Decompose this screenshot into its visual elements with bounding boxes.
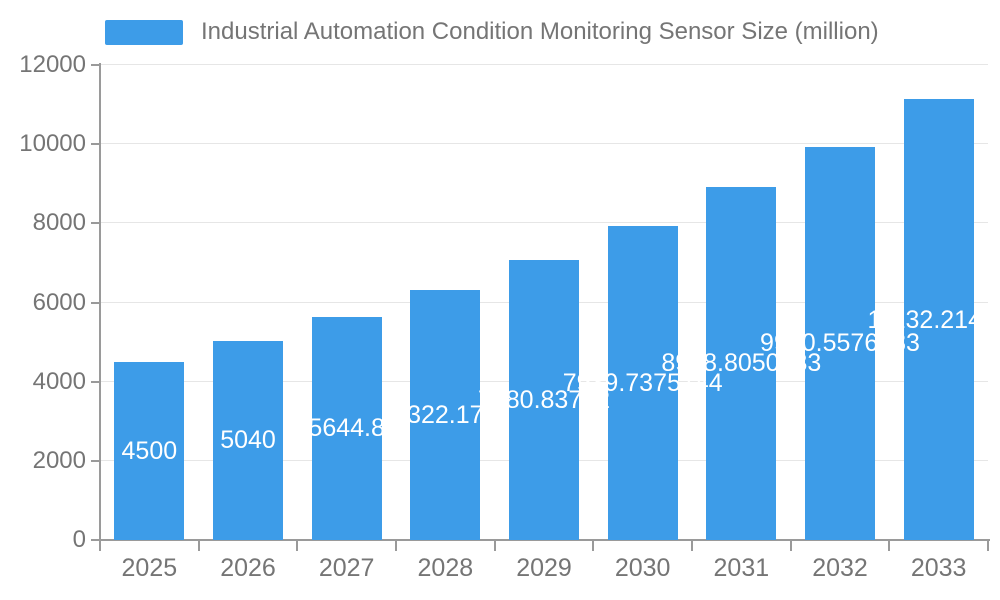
y-axis-tick [91,143,99,146]
grid-line [100,143,988,145]
bar-value-label: 5644.8 [308,414,385,443]
x-axis-tick-label: 2029 [516,554,572,582]
bar-2030[interactable] [607,225,678,540]
x-axis-tick [296,540,299,551]
y-axis-tick-label: 4000 [32,367,86,395]
bar-value-label: 7080.83712 [477,385,611,414]
y-axis-tick [91,380,99,383]
bar-2033[interactable] [903,99,974,540]
legend-item[interactable]: Industrial Automation Condition Monitori… [105,18,879,46]
x-axis-tick [493,540,496,551]
plot-area: 4500 5040 5644.8 6322.176 7080.83712 7939.737… [100,64,1000,540]
x-axis-tick [197,540,200,551]
x-axis-tick [888,540,891,551]
x-axis-tick-label: 2026 [220,554,276,582]
x-axis-tick [789,540,792,551]
y-axis-tick [91,459,99,462]
bar-value-label: 4500 [121,436,178,465]
x-axis-tick-label: 2031 [713,554,770,582]
legend-swatch [105,19,183,45]
y-axis-tick [91,64,99,66]
bar-2026[interactable] [213,340,283,540]
y-axis-tick-label: 10000 [19,130,86,158]
y-axis-tick-label: 2000 [32,446,86,474]
y-axis-line [99,63,101,540]
bar-2025[interactable] [114,361,185,540]
bar-value-label: 8918.8050833 [661,349,822,378]
bar-2028[interactable] [410,289,481,540]
x-axis-tick [99,540,101,551]
x-axis-tick-label: 2028 [417,554,474,582]
x-axis-tick-label: 2030 [614,554,671,582]
y-axis-tick-label: 8000 [32,209,86,237]
bar-2031[interactable] [706,186,777,540]
bar-2032[interactable] [805,146,875,540]
x-axis-tick [691,540,693,551]
x-axis-tick [987,540,989,551]
grid-line [100,222,988,224]
bar-value-label: 11132.21468 [867,305,1000,334]
bar-value-label: 5040 [220,426,276,455]
y-axis-tick [91,539,99,541]
x-axis-tick-label: 2033 [910,554,967,582]
bar-value-label: 6322.176 [393,400,498,429]
x-axis-line [98,539,990,541]
x-axis-tick [395,540,397,551]
x-axis-tick-label: 2032 [812,554,868,582]
y-axis-tick [91,301,99,304]
grid-line [100,64,988,65]
bar-2029[interactable] [509,259,579,540]
y-axis-tick-label: 6000 [32,288,86,316]
bar-value-label: 7939.7375744 [562,368,723,397]
y-axis-tick-label: 12000 [19,51,86,78]
x-axis-tick [592,540,595,551]
bar-2027[interactable] [311,316,382,540]
y-axis-tick-label: 0 [72,526,86,553]
x-axis-tick-label: 2025 [121,554,178,582]
x-axis-tick-label: 2027 [318,554,375,582]
legend-label: Industrial Automation Condition Monitori… [201,18,879,45]
y-axis-tick [91,222,99,225]
bar-value-label: 9940.5576283 [760,329,920,358]
